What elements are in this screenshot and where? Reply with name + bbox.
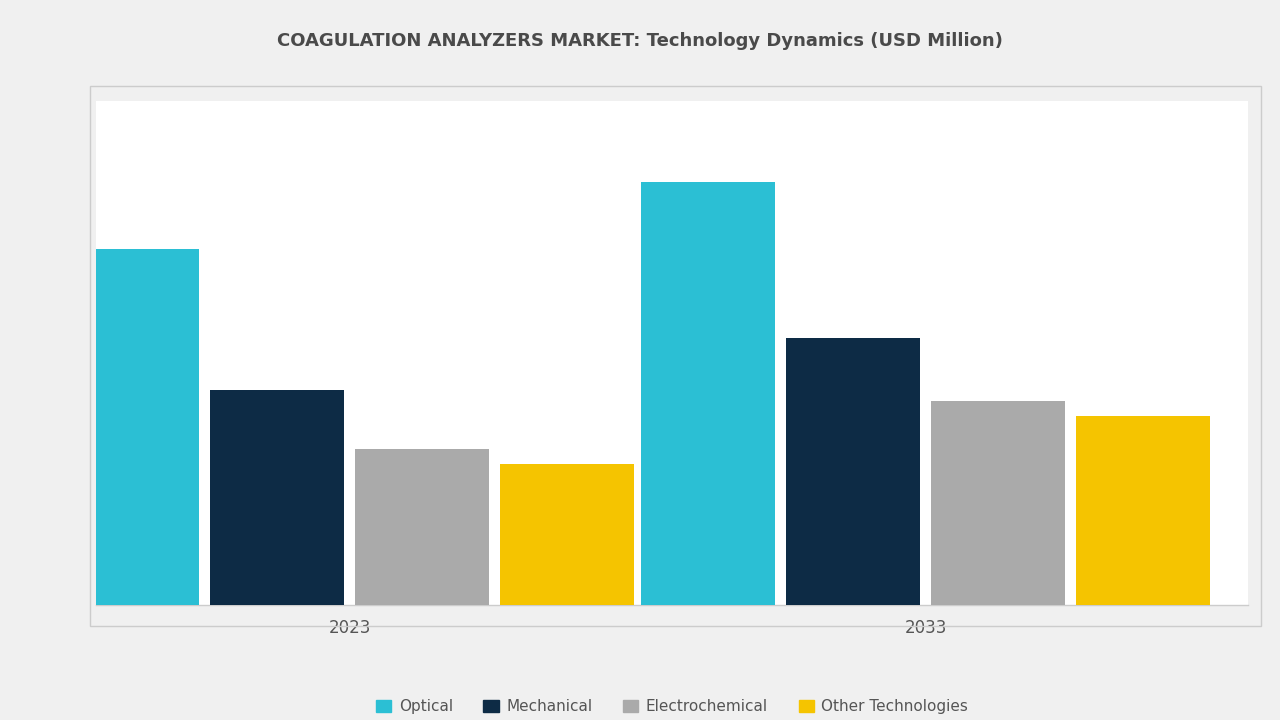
Bar (355, 449, 489, 605)
Text: COAGULATION ANALYZERS MARKET: Technology Dynamics (USD Million): COAGULATION ANALYZERS MARKET: Technology… (276, 32, 1004, 50)
Bar (931, 401, 1065, 605)
Bar (1076, 416, 1210, 605)
Bar (786, 338, 920, 605)
Bar (500, 464, 634, 605)
Bar (210, 390, 344, 605)
Legend: Optical, Mechanical, Electrochemical, Other Technologies: Optical, Mechanical, Electrochemical, Ot… (370, 693, 974, 720)
Bar (65, 249, 198, 605)
Bar (641, 182, 774, 605)
